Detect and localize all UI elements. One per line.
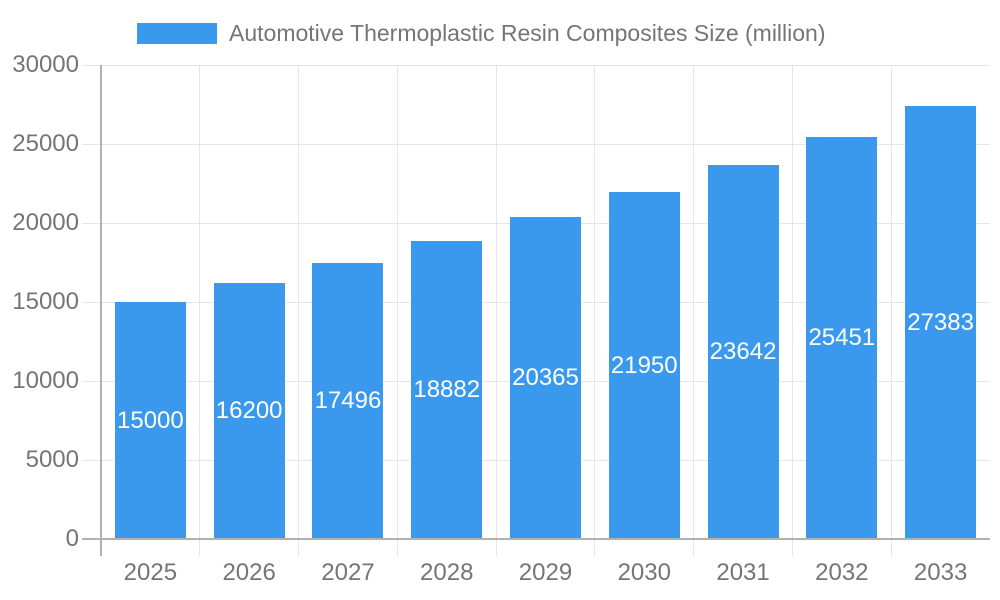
x-axis-tick-label: 2031	[716, 559, 770, 586]
bar-value-label: 15000	[117, 406, 184, 434]
x-axis-tick-label: 2026	[222, 559, 276, 586]
x-axis-line	[82, 538, 990, 540]
y-axis-tick-label: 20000	[12, 209, 79, 236]
y-axis-tick-label: 10000	[12, 367, 79, 394]
bar[interactable]	[114, 302, 186, 539]
x-axis-tick-label: 2029	[518, 559, 573, 586]
bar-value-label: 23642	[709, 338, 777, 366]
x-gridline	[298, 65, 300, 556]
bar-value-label: 16200	[215, 397, 283, 425]
x-gridline	[890, 65, 892, 556]
legend-swatch-icon	[137, 22, 217, 44]
legend[interactable]: Automotive Thermoplastic Resin Composite…	[137, 17, 826, 49]
x-gridline	[396, 65, 398, 556]
y-axis-tick-label: 5000	[25, 446, 79, 473]
x-gridline	[693, 65, 695, 556]
bar[interactable]	[213, 283, 285, 539]
x-axis-tick-label: 2025	[123, 559, 178, 586]
y-axis-tick-label: 30000	[12, 51, 79, 78]
bar[interactable]	[707, 165, 779, 539]
y-axis-tick-label: 0	[65, 525, 79, 552]
x-axis-tick-label: 2027	[321, 559, 375, 586]
bar-value-label: 27383	[907, 308, 974, 336]
x-gridline	[594, 65, 596, 556]
bar[interactable]	[312, 262, 384, 539]
x-gridline	[199, 65, 201, 556]
bar[interactable]	[510, 217, 581, 539]
bar-value-label: 25451	[808, 323, 876, 351]
y-gridline	[82, 64, 990, 66]
bar[interactable]	[608, 192, 680, 539]
x-axis-tick-label: 2033	[913, 559, 968, 586]
x-gridline	[791, 65, 793, 556]
y-axis-tick-label: 15000	[12, 288, 79, 315]
x-axis-tick-label: 2030	[617, 559, 671, 586]
x-gridline	[495, 65, 497, 556]
y-axis-line	[100, 65, 102, 556]
y-gridline	[82, 143, 990, 145]
y-axis-tick-label: 25000	[12, 130, 79, 157]
bar-value-label: 17496	[314, 386, 382, 414]
x-axis-tick-label: 2028	[420, 559, 474, 586]
bar[interactable]	[905, 106, 977, 539]
legend-label: Automotive Thermoplastic Resin Composite…	[229, 19, 826, 46]
bar[interactable]	[411, 240, 483, 539]
bar[interactable]	[806, 136, 878, 539]
bar-value-label: 20365	[512, 364, 579, 392]
x-axis-tick-label: 2032	[815, 559, 869, 586]
bar-value-label: 21950	[610, 351, 678, 379]
bar-value-label: 18882	[413, 375, 481, 403]
